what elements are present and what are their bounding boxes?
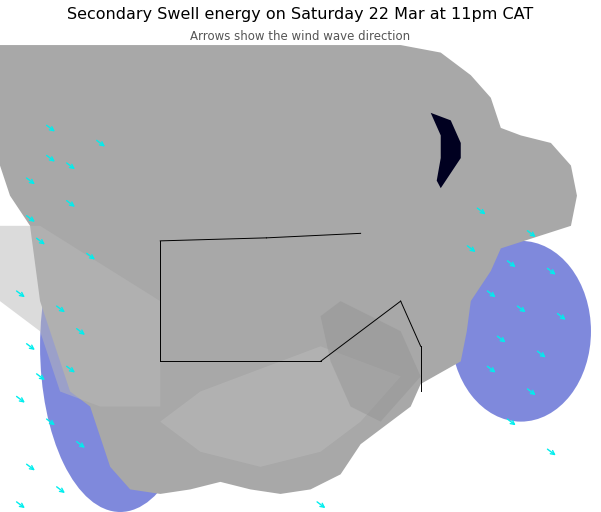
- Polygon shape: [160, 346, 401, 467]
- Ellipse shape: [451, 241, 591, 421]
- Polygon shape: [320, 301, 421, 421]
- Text: Arrows show the wind wave direction: Arrows show the wind wave direction: [191, 30, 410, 42]
- Ellipse shape: [40, 181, 200, 512]
- Text: Secondary Swell energy on Saturday 22 Mar at 11pm CAT: Secondary Swell energy on Saturday 22 Ma…: [67, 7, 534, 22]
- Polygon shape: [0, 226, 160, 407]
- Polygon shape: [0, 45, 577, 494]
- Polygon shape: [431, 113, 461, 188]
